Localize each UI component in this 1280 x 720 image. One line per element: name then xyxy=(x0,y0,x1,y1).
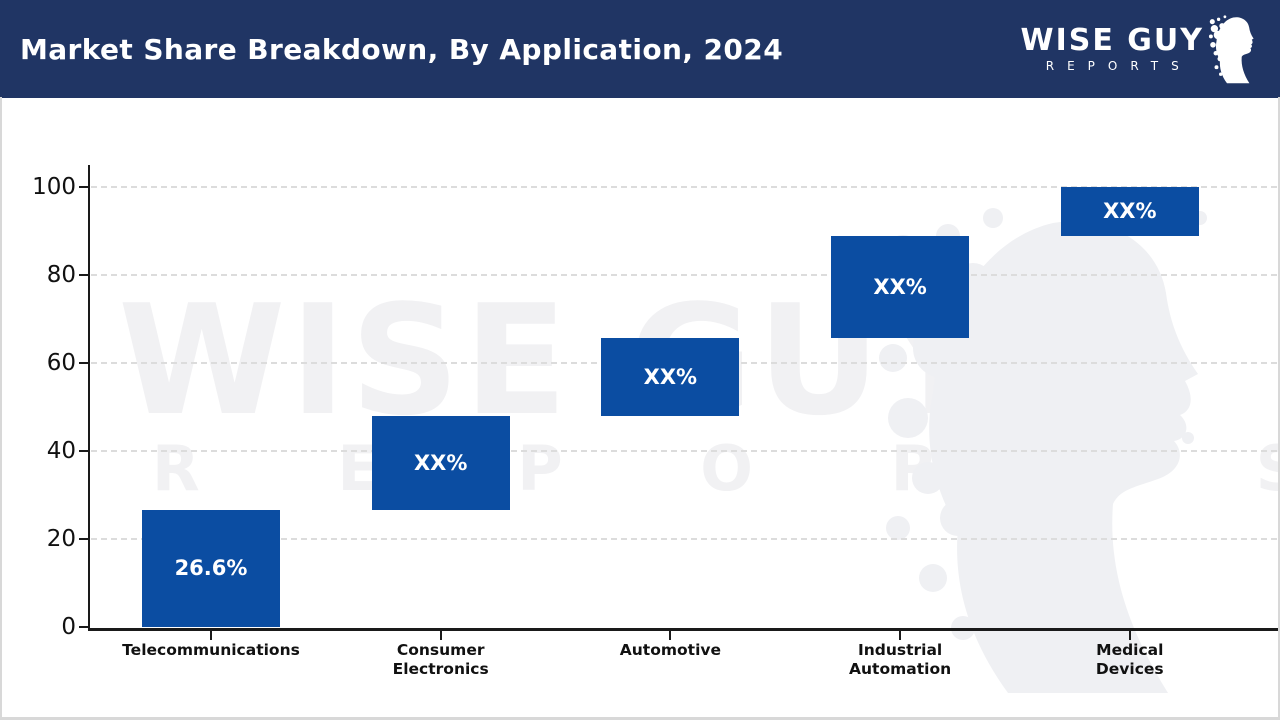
x-axis-label-line: Medical xyxy=(1096,641,1164,659)
y-tick-label-0: 0 xyxy=(61,614,76,640)
x-axis-label-consumer-electronics: Consumer Electronics xyxy=(331,641,551,679)
x-tick-consumer-electronics xyxy=(439,631,442,640)
bar-value-label-industrial-automation: XX% xyxy=(873,274,927,299)
gridline-y-80 xyxy=(91,274,1277,276)
x-axis-label-line: Devices xyxy=(1095,660,1164,678)
x-axis-label-line: Consumer xyxy=(396,641,485,659)
bar-consumer-electronics xyxy=(371,415,510,510)
x-axis-label-line: Telecommunications xyxy=(122,641,300,659)
y-tick-80 xyxy=(79,274,88,276)
y-tick-0 xyxy=(79,626,88,628)
x-axis-line xyxy=(88,628,1280,631)
y-tick-label-60: 60 xyxy=(46,350,76,376)
y-tick-20 xyxy=(79,538,88,540)
gridline-y-40 xyxy=(91,450,1277,452)
bar-medical-devices xyxy=(1060,187,1199,236)
y-tick-label-80: 80 xyxy=(46,262,76,288)
bar-value-label-medical-devices: XX% xyxy=(1103,199,1157,224)
x-axis-label-telecommunications: Telecommunications xyxy=(101,641,321,660)
x-tick-automotive xyxy=(669,631,672,640)
x-axis-label-line: Automation xyxy=(849,660,952,678)
x-tick-medical-devices xyxy=(1128,631,1131,640)
brand-logo: WISE GUY REPORTS xyxy=(1020,9,1262,89)
gridline-y-20 xyxy=(91,538,1277,540)
y-tick-60 xyxy=(79,362,88,364)
bar-value-label-telecommunications: 26.6% xyxy=(174,556,248,581)
y-tick-40 xyxy=(79,450,88,452)
bar-industrial-automation xyxy=(831,235,970,338)
x-tick-industrial-automation xyxy=(899,631,902,640)
y-tick-100 xyxy=(79,186,88,188)
brand-head-icon xyxy=(1208,15,1254,84)
chart-title: Market Share Breakdown, By Application, … xyxy=(20,32,784,66)
brand-name: WISE GUY xyxy=(1020,23,1204,58)
x-tick-telecommunications xyxy=(210,631,212,640)
x-axis-label-automotive: Automotive xyxy=(560,641,780,660)
header-bar: Market Share Breakdown, By Application, … xyxy=(0,0,1280,98)
x-axis-label-industrial-automation: Industrial Automation xyxy=(790,641,1010,679)
x-axis-label-line: Industrial xyxy=(857,641,943,659)
y-tick-label-100: 100 xyxy=(32,174,76,200)
brand-logo-text: WISE GUY REPORTS xyxy=(1020,24,1204,74)
y-axis-line xyxy=(88,165,90,631)
x-axis-label-medical-devices: Medical Devices xyxy=(1020,641,1240,679)
x-axis-label-line: Electronics xyxy=(392,660,489,678)
bar-value-label-consumer-electronics: XX% xyxy=(413,450,468,475)
y-tick-label-20: 20 xyxy=(46,526,76,552)
bar-value-label-automotive: XX% xyxy=(643,364,698,389)
gridline-y-100 xyxy=(91,186,1277,188)
bar-automotive xyxy=(601,337,740,416)
brand-subname: REPORTS xyxy=(1045,59,1192,73)
x-axis-label-line: Automotive xyxy=(619,641,721,659)
bar-telecommunications xyxy=(142,509,280,627)
y-tick-label-40: 40 xyxy=(46,438,76,464)
